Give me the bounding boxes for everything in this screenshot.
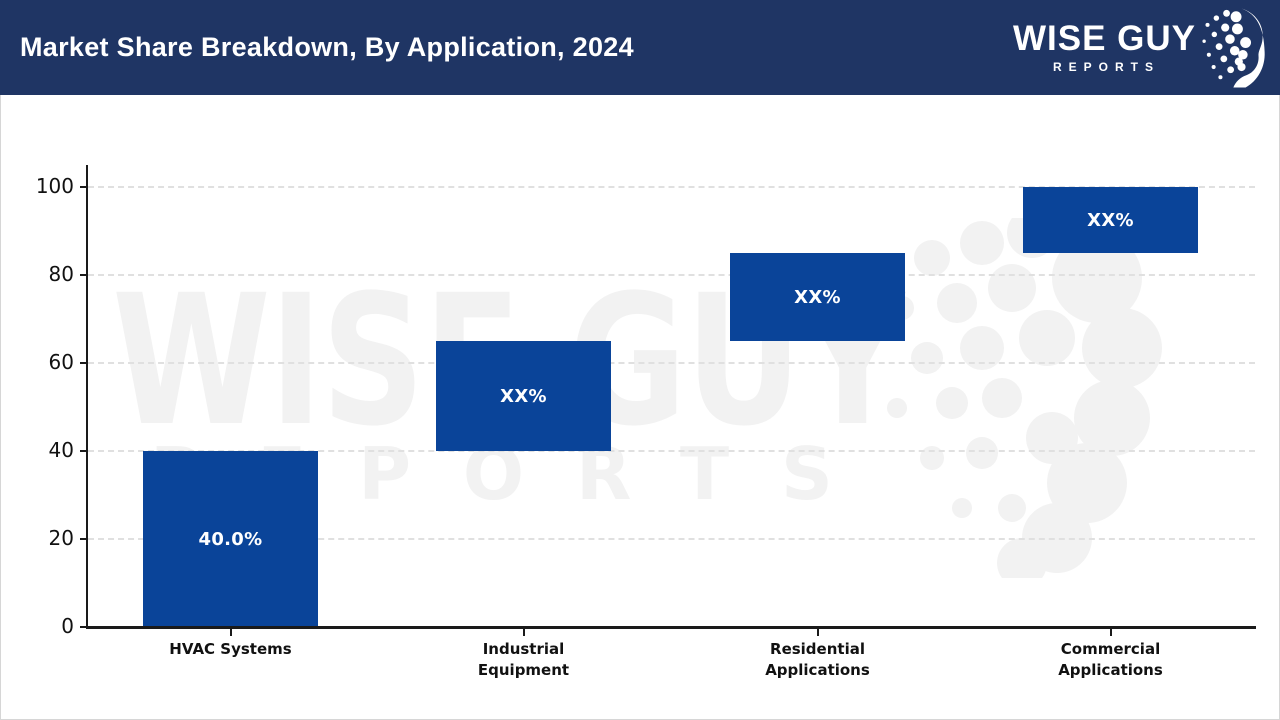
header: Market Share Breakdown, By Application, … — [0, 0, 1280, 95]
x-tick-1 — [229, 629, 232, 636]
y-tick-label-100: 100 — [35, 174, 74, 198]
x-tick-2 — [522, 629, 525, 636]
gridline-20 — [88, 538, 1255, 540]
logo-wordmark-line1: WISE GUY — [1012, 19, 1196, 58]
y-tick-label-40: 40 — [48, 438, 74, 462]
bar-value-label: 40.0% — [198, 528, 263, 550]
x-category-label: Residential Applications — [765, 640, 870, 679]
x-tick-3 — [816, 629, 819, 636]
y-tick-label-60: 60 — [48, 350, 74, 374]
gridline-100 — [88, 186, 1255, 188]
bar-value-label: XX% — [500, 385, 547, 407]
bar-hvac-systems: 40.0% — [143, 451, 318, 627]
x-category-label: Industrial Equipment — [477, 640, 570, 679]
y-tick-40 — [80, 450, 88, 452]
wise-guy-logo: WISE GUY REPORTS — [1013, 5, 1266, 90]
gridline-60 — [88, 362, 1255, 364]
y-tick-label-80: 80 — [48, 262, 74, 286]
bar-residential-applications: XX% — [730, 253, 905, 341]
y-tick-100 — [80, 186, 88, 188]
bar-industrial-equipment: XX% — [436, 341, 611, 451]
y-axis-spine — [86, 165, 88, 629]
y-tick-20 — [80, 538, 88, 540]
y-tick-80 — [80, 274, 88, 276]
y-tick-0 — [80, 626, 88, 628]
watermark-head-icon — [887, 218, 1162, 578]
gridline-40 — [88, 450, 1255, 452]
y-tick-label-0: 0 — [61, 614, 74, 638]
bar-value-label: XX% — [794, 286, 841, 308]
x-tick-4 — [1109, 629, 1112, 636]
logo-wordmark: WISE GUY REPORTS — [1013, 21, 1196, 74]
bar-value-label: XX% — [1087, 209, 1134, 231]
x-category-label: HVAC Systems — [169, 640, 292, 658]
logo-head-icon — [1202, 8, 1265, 87]
y-tick-60 — [80, 362, 88, 364]
chart-title: Market Share Breakdown, By Application, … — [20, 32, 634, 62]
gridline-80 — [88, 274, 1255, 276]
y-tick-label-20: 20 — [48, 526, 74, 550]
bar-commercial-applications: XX% — [1023, 187, 1198, 253]
x-category-label: Commercial Applications — [1058, 640, 1163, 679]
logo-wordmark-line2: REPORTS — [1052, 60, 1160, 74]
x-axis-spine — [86, 626, 1256, 629]
